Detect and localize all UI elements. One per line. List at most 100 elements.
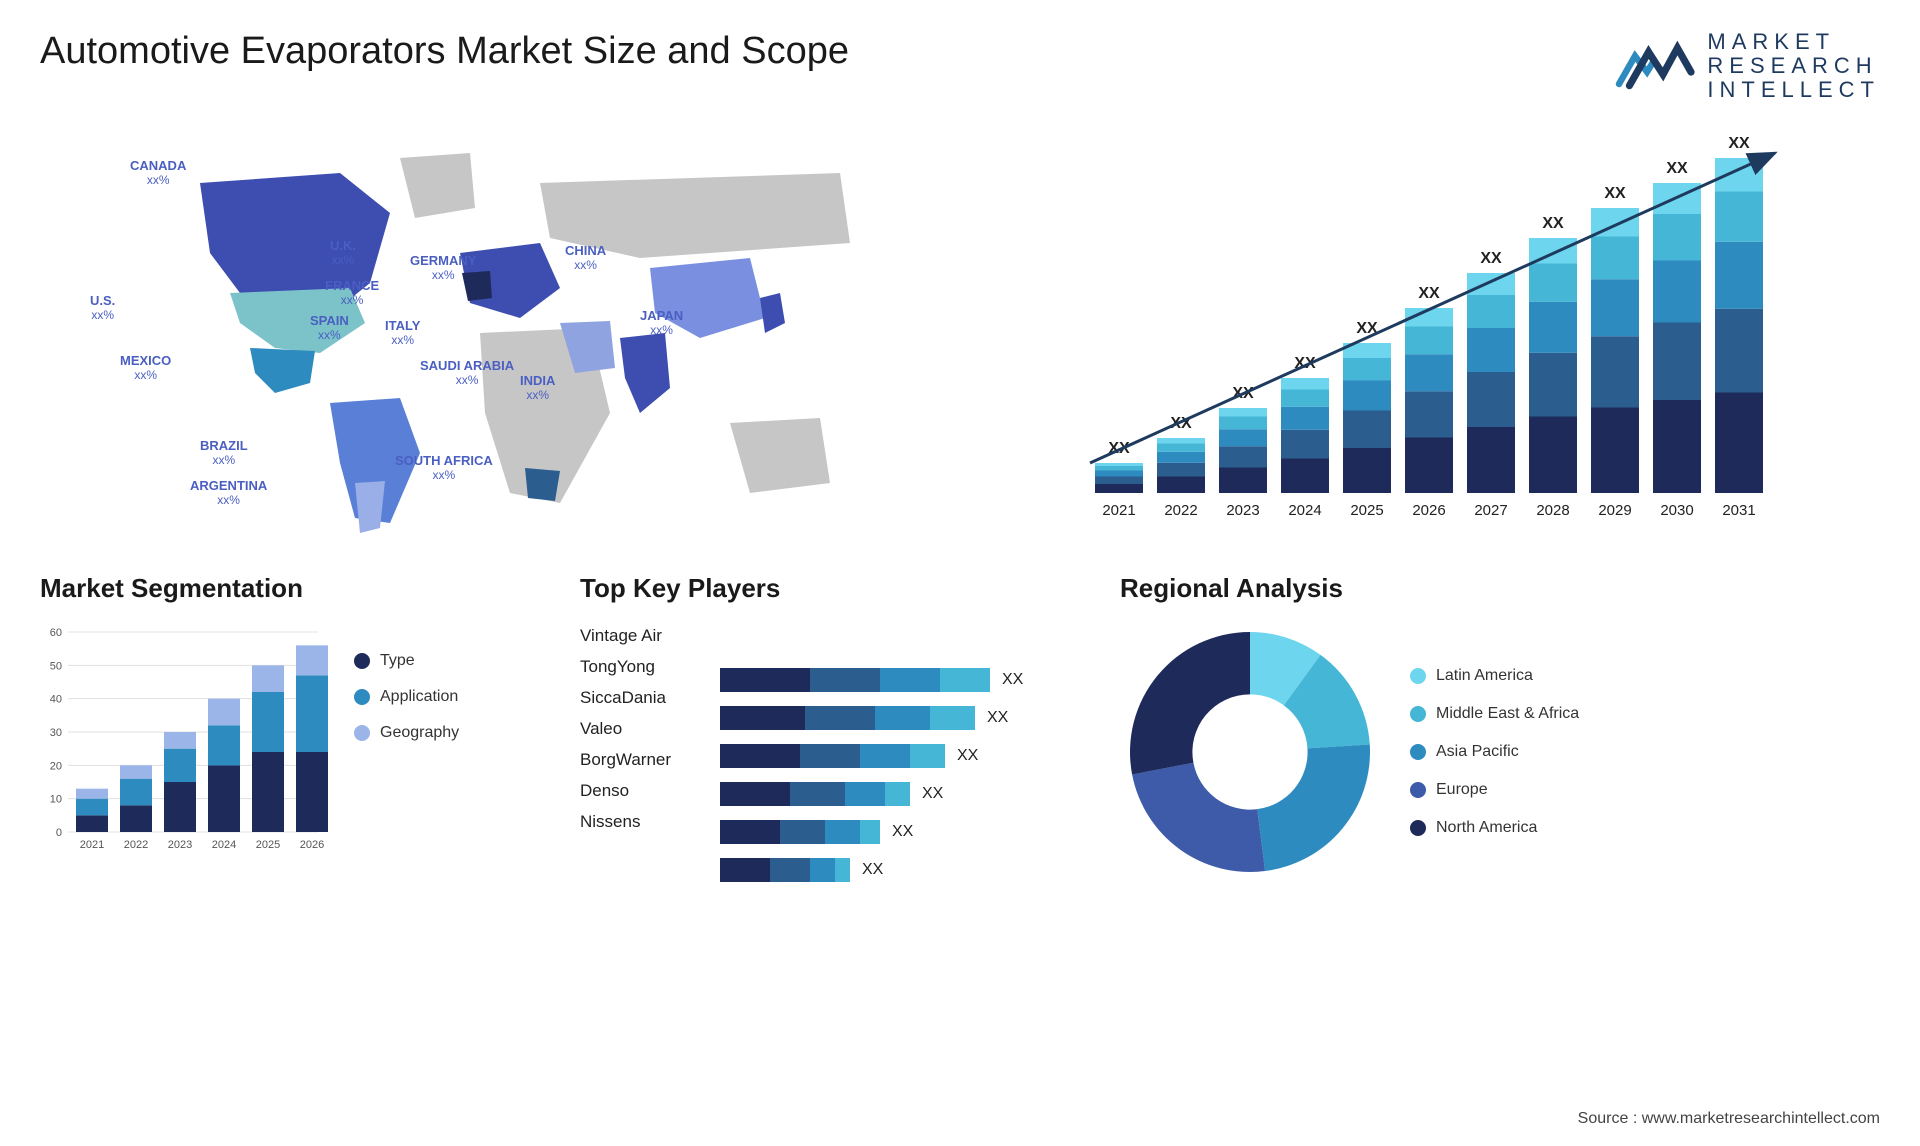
player-bar-seg xyxy=(940,668,990,692)
growth-year-label: 2029 xyxy=(1598,502,1631,519)
seg-bar xyxy=(208,698,240,725)
player-bar xyxy=(720,668,990,692)
map-label-spain: SPAINxx% xyxy=(310,313,349,343)
growth-bar xyxy=(1219,446,1267,467)
growth-bar xyxy=(1405,326,1453,354)
player-bar-seg xyxy=(885,782,910,806)
segmentation-chart: 0102030405060202120222023202420252026 xyxy=(40,622,330,862)
map-label-japan: JAPANxx% xyxy=(640,308,683,338)
growth-bar xyxy=(1653,260,1701,322)
svg-text:2024: 2024 xyxy=(212,839,236,851)
seg-legend-item: Application xyxy=(354,688,459,706)
player-bar-seg xyxy=(880,668,940,692)
player-bar-seg xyxy=(810,668,880,692)
player-name: TongYong xyxy=(580,657,700,677)
player-bar-seg xyxy=(860,820,880,844)
growth-bar xyxy=(1405,391,1453,437)
logo-text: MARKET RESEARCH INTELLECT xyxy=(1707,30,1880,103)
seg-legend-item: Type xyxy=(354,652,459,670)
player-row xyxy=(720,630,1080,654)
player-value: XX xyxy=(957,747,978,765)
player-name: Vintage Air xyxy=(580,626,700,646)
map-label-india: INDIAxx% xyxy=(520,373,555,403)
growth-bar xyxy=(1157,443,1205,451)
player-bar-seg xyxy=(790,782,845,806)
growth-bar xyxy=(1343,358,1391,381)
player-bar-seg xyxy=(780,820,825,844)
growth-year-label: 2031 xyxy=(1722,502,1755,519)
footer-source: Source : www.marketresearchintellect.com xyxy=(1578,1110,1880,1128)
seg-bar xyxy=(76,798,108,815)
player-name: Denso xyxy=(580,781,700,801)
player-row: XX xyxy=(720,668,1080,692)
player-row: XX xyxy=(720,744,1080,768)
player-name: SiccaDania xyxy=(580,688,700,708)
seg-bar xyxy=(120,765,152,778)
donut-slice xyxy=(1130,632,1250,774)
map-label-u.s.: U.S.xx% xyxy=(90,293,115,323)
svg-text:2023: 2023 xyxy=(168,839,192,851)
map-region-argentina xyxy=(355,481,385,533)
growth-bar xyxy=(1653,322,1701,400)
players-bars: XXXXXXXXXXXX xyxy=(720,622,1080,882)
seg-bar xyxy=(208,725,240,765)
legend-dot-icon xyxy=(354,725,370,741)
map-label-italy: ITALYxx% xyxy=(385,318,420,348)
growth-bar xyxy=(1157,476,1205,493)
map-label-canada: CANADAxx% xyxy=(130,158,186,188)
key-players-section: Top Key Players Vintage AirTongYongSicca… xyxy=(580,573,1080,882)
legend-dot-icon xyxy=(1410,744,1426,760)
growth-bar xyxy=(1467,295,1515,328)
donut-slice xyxy=(1257,744,1370,871)
seg-bar xyxy=(296,675,328,752)
player-bar xyxy=(720,820,880,844)
player-bar xyxy=(720,782,910,806)
seg-bar xyxy=(296,645,328,675)
player-value: XX xyxy=(987,709,1008,727)
seg-bar xyxy=(252,665,284,692)
growth-bar xyxy=(1281,389,1329,406)
player-bar-seg xyxy=(860,744,910,768)
growth-bar xyxy=(1715,191,1763,241)
growth-year-label: 2021 xyxy=(1102,502,1135,519)
map-label-brazil: BRAZILxx% xyxy=(200,438,248,468)
map-region-south-africa xyxy=(525,468,560,501)
map-region-japan xyxy=(760,293,785,333)
svg-text:10: 10 xyxy=(50,793,62,805)
growth-value-label: XX xyxy=(1666,160,1688,177)
growth-year-label: 2026 xyxy=(1412,502,1445,519)
seg-bar xyxy=(164,732,196,749)
player-bar-seg xyxy=(800,744,860,768)
segmentation-title: Market Segmentation xyxy=(40,573,540,604)
regional-donut xyxy=(1120,622,1380,882)
player-bar-seg xyxy=(720,668,810,692)
regional-title: Regional Analysis xyxy=(1120,573,1880,604)
seg-bar xyxy=(76,788,108,798)
seg-bar xyxy=(120,805,152,832)
growth-bar xyxy=(1095,476,1143,484)
legend-dot-icon xyxy=(1410,782,1426,798)
growth-bar xyxy=(1095,466,1143,471)
map-label-south-africa: SOUTH AFRICAxx% xyxy=(395,453,493,483)
svg-text:0: 0 xyxy=(56,827,62,839)
growth-bar xyxy=(1095,470,1143,476)
player-value: XX xyxy=(1002,671,1023,689)
map-region-australia xyxy=(730,418,830,493)
header: Automotive Evaporators Market Size and S… xyxy=(40,30,1880,103)
growth-bar xyxy=(1405,437,1453,493)
svg-text:40: 40 xyxy=(50,693,62,705)
logo-mark-icon xyxy=(1615,34,1695,99)
player-bar-seg xyxy=(910,744,945,768)
growth-year-label: 2025 xyxy=(1350,502,1383,519)
player-bar xyxy=(720,706,975,730)
regional-legend-item: Europe xyxy=(1410,781,1579,799)
player-bar-seg xyxy=(805,706,875,730)
player-bar-seg xyxy=(845,782,885,806)
map-label-u.k.: U.K.xx% xyxy=(330,238,356,268)
player-row: XX xyxy=(720,706,1080,730)
growth-bar xyxy=(1715,241,1763,308)
seg-bar xyxy=(120,778,152,805)
growth-year-label: 2024 xyxy=(1288,502,1321,519)
player-bar xyxy=(720,858,850,882)
growth-bar xyxy=(1715,392,1763,493)
